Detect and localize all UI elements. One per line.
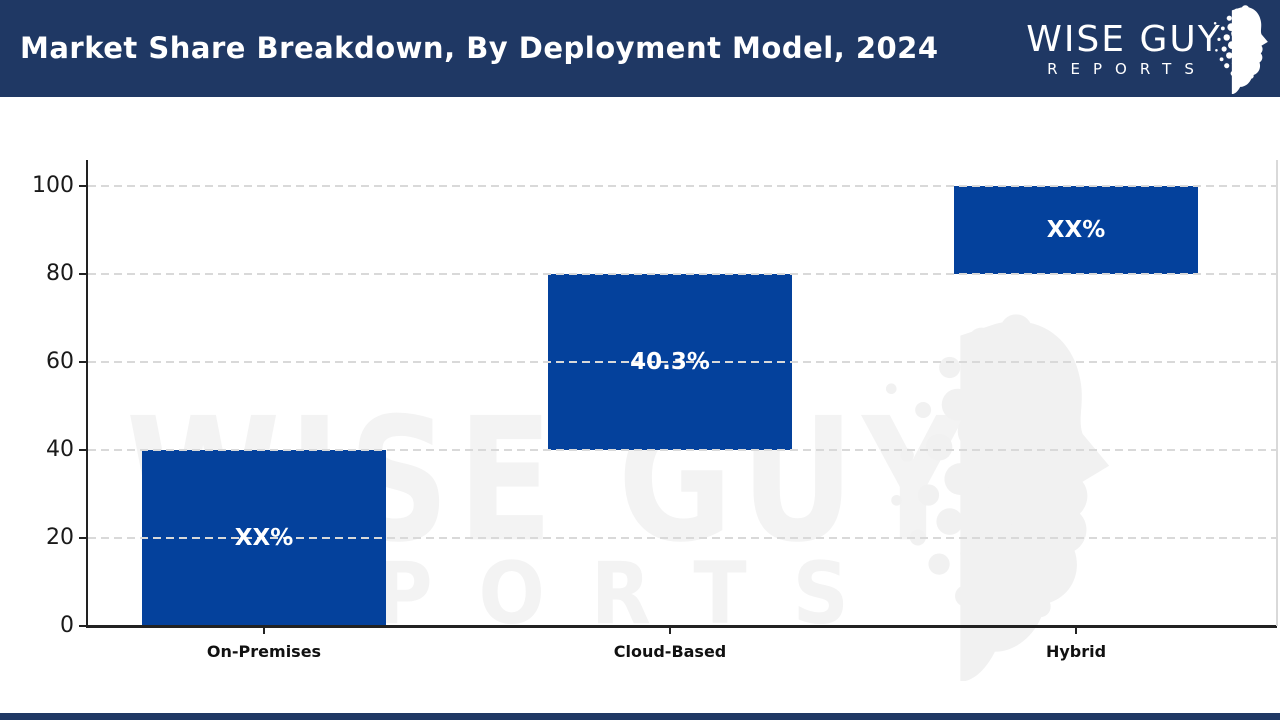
category-label: Hybrid	[1045, 642, 1107, 661]
header-bar: Market Share Breakdown, By Deployment Mo…	[0, 0, 1280, 97]
bar-value-label: XX%	[234, 525, 294, 552]
chart: XX% On-Premises 40.3% Cloud-Based XX% Hybrid 0…	[0, 97, 1280, 713]
category-label: Cloud-Based	[613, 642, 727, 661]
y-gridline	[88, 273, 1277, 276]
logo-face-icon	[1213, 4, 1268, 94]
y-gridline	[88, 361, 1277, 364]
right-spine	[1276, 160, 1278, 626]
y-axis-spine	[86, 160, 88, 628]
plot-area: XX% On-Premises 40.3% Cloud-Based XX% Hybrid 0…	[32, 160, 1278, 661]
x-tick-mark	[669, 627, 671, 634]
y-tick-label: 80	[46, 261, 74, 287]
y-tick-label: 100	[32, 173, 74, 199]
bar	[954, 186, 1198, 275]
footer-bar	[0, 713, 1280, 720]
x-tick-mark	[263, 627, 265, 634]
y-tick-mark	[79, 361, 88, 364]
y-tick-label: 40	[46, 437, 74, 463]
y-tick-label: 20	[46, 525, 74, 551]
y-tick-mark	[79, 273, 88, 276]
watermark-face-icon	[885, 314, 1110, 681]
logo-brand: WISE GUY	[1026, 19, 1222, 60]
logo-subbrand: REPORTS	[1047, 60, 1207, 78]
y-tick-mark	[79, 537, 88, 540]
y-gridline	[88, 185, 1277, 188]
wiseguy-logo: WISE GUY REPORTS	[1026, 0, 1274, 97]
x-tick-mark	[1075, 627, 1077, 634]
y-tick-mark	[79, 625, 88, 627]
logo-text: WISE GUY REPORTS	[1026, 19, 1222, 79]
y-tick-mark	[79, 185, 88, 188]
y-tick-label: 0	[60, 613, 74, 638]
y-gridline	[88, 537, 1277, 540]
bar-value-label: 40.3%	[630, 349, 710, 376]
page-title: Market Share Breakdown, By Deployment Mo…	[20, 31, 939, 65]
category-label: On-Premises	[206, 642, 322, 661]
y-gridline	[88, 449, 1277, 452]
bar-value-label: XX%	[1046, 217, 1106, 244]
y-tick-mark	[79, 449, 88, 452]
y-tick-label: 60	[46, 349, 74, 375]
x-axis-spine	[86, 625, 1277, 628]
